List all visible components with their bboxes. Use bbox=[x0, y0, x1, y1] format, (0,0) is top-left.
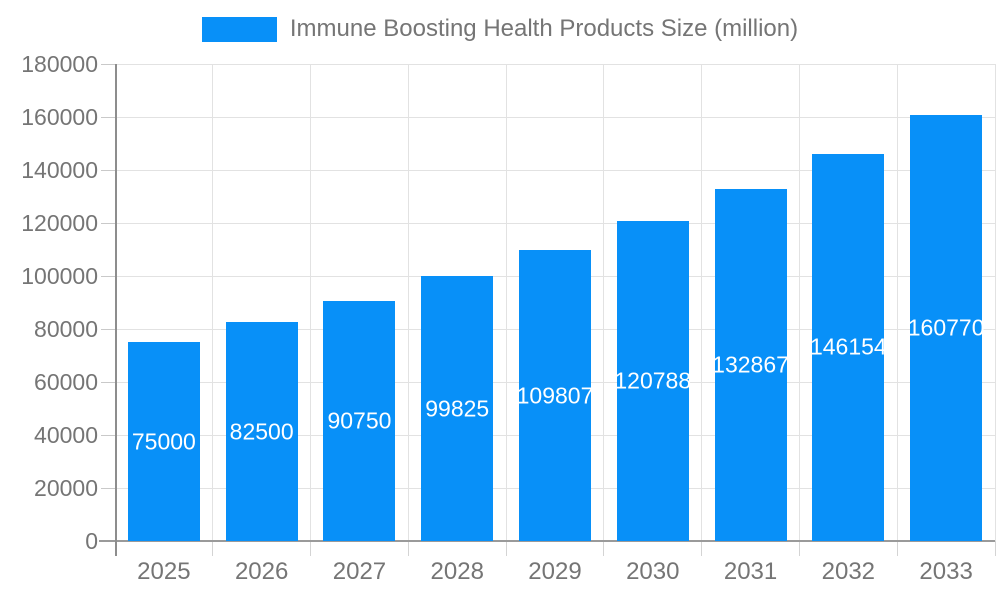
x-axis-tick bbox=[212, 541, 214, 556]
x-gridline bbox=[994, 64, 996, 541]
bar-value-label: 75000 bbox=[131, 428, 196, 455]
y-axis-tick bbox=[101, 222, 115, 224]
y-gridline bbox=[115, 116, 995, 118]
bar-value-label: 146154 bbox=[809, 333, 887, 360]
x-tick-label: 2033 bbox=[919, 558, 973, 585]
x-axis-tick bbox=[603, 541, 605, 556]
y-axis-tick bbox=[101, 63, 115, 65]
x-tick-label: 2032 bbox=[821, 558, 876, 585]
bar-2031 bbox=[714, 188, 787, 541]
x-gridline bbox=[505, 64, 507, 541]
x-tick-label: 2027 bbox=[332, 558, 387, 585]
x-gridline bbox=[798, 64, 800, 541]
legend-label: Immune Boosting Health Products Size (mi… bbox=[289, 15, 799, 42]
y-tick-label: 180000 bbox=[21, 51, 98, 77]
bar-2029 bbox=[519, 250, 591, 541]
y-tick-label: 100000 bbox=[21, 263, 98, 289]
x-axis-tick bbox=[407, 541, 409, 556]
x-tick-label: 2025 bbox=[137, 558, 191, 585]
x-gridline bbox=[896, 64, 898, 541]
y-tick-label: 40000 bbox=[34, 422, 98, 448]
y-tick-label: 120000 bbox=[21, 210, 98, 236]
bar-value-label: 109807 bbox=[516, 382, 594, 408]
bar-value-label: 160770 bbox=[907, 314, 985, 341]
bar-value-label: 120788 bbox=[614, 367, 692, 394]
x-axis-tick bbox=[896, 541, 898, 556]
y-axis-tick bbox=[101, 487, 115, 489]
y-tick-label: 0 bbox=[85, 528, 98, 554]
x-axis-tick bbox=[310, 541, 312, 556]
x-axis-tick bbox=[505, 541, 507, 556]
x-axis-tick bbox=[701, 541, 703, 556]
x-axis-line bbox=[99, 540, 995, 542]
y-gridline bbox=[115, 222, 995, 224]
bar-2028 bbox=[421, 276, 494, 541]
x-gridline bbox=[603, 64, 605, 541]
bar-2025 bbox=[127, 342, 200, 541]
y-tick-label: 20000 bbox=[34, 475, 98, 501]
x-tick-label: 2029 bbox=[528, 558, 582, 585]
x-tick-label: 2031 bbox=[723, 558, 778, 585]
chart-legend[interactable]: Immune Boosting Health Products Size (mi… bbox=[0, 15, 1000, 43]
bar-value-label: 90750 bbox=[327, 407, 392, 434]
y-axis-tick bbox=[101, 169, 115, 171]
bar-2027 bbox=[323, 300, 396, 541]
bar-value-label: 132867 bbox=[712, 351, 789, 378]
x-gridline bbox=[310, 64, 312, 541]
y-axis-tick bbox=[101, 328, 115, 330]
y-axis-tick bbox=[101, 116, 115, 118]
y-gridline bbox=[115, 169, 995, 171]
bar-2030 bbox=[616, 220, 689, 541]
plot-area: 0 20000 40000 60000 80000 100000 120000 140000 1… bbox=[21, 51, 996, 585]
bar-2033 bbox=[910, 114, 983, 541]
y-tick-label: 60000 bbox=[34, 369, 98, 395]
bar-value-label: 99825 bbox=[425, 395, 490, 422]
y-axis-tick bbox=[101, 434, 115, 436]
y-axis-tick bbox=[101, 381, 115, 383]
y-axis-line bbox=[115, 64, 117, 556]
x-tick-label: 2026 bbox=[234, 558, 289, 585]
y-tick-label: 140000 bbox=[21, 157, 98, 183]
bar-2032 bbox=[812, 153, 885, 541]
x-axis-tick bbox=[798, 541, 800, 556]
x-gridline bbox=[212, 64, 214, 541]
x-gridline bbox=[407, 64, 409, 541]
y-gridline bbox=[115, 63, 995, 65]
x-tick-label: 2028 bbox=[430, 558, 484, 585]
x-gridline bbox=[701, 64, 703, 541]
y-tick-label: 80000 bbox=[34, 316, 98, 342]
x-tick-label: 2030 bbox=[626, 558, 680, 585]
y-tick-label: 160000 bbox=[21, 104, 98, 130]
x-axis-tick bbox=[994, 541, 996, 556]
bar-value-label: 82500 bbox=[229, 418, 294, 445]
legend-swatch-icon bbox=[201, 16, 277, 42]
y-axis-tick bbox=[101, 275, 115, 277]
bar-2026 bbox=[225, 322, 298, 541]
